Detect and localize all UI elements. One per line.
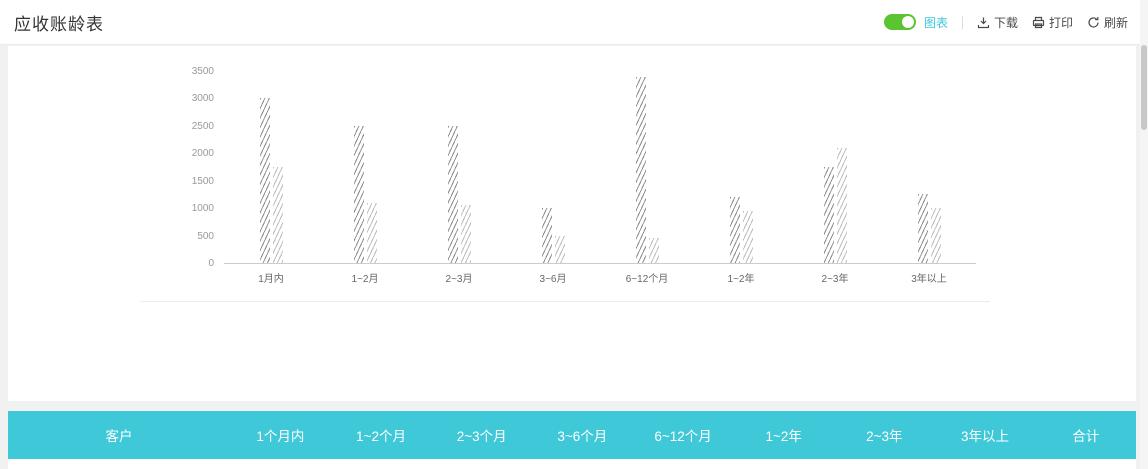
refresh-icon [1087, 16, 1100, 29]
bar-group [882, 72, 976, 263]
y-axis: 0 500 1000 1500 2000 2500 3000 3500 [178, 66, 218, 269]
bar-group [318, 72, 412, 263]
x-tick-label: 1~2年 [727, 274, 755, 285]
bar-group [412, 72, 506, 263]
bar-series-1 [635, 76, 646, 263]
table-header-cell: 1个月内 [256, 429, 305, 444]
bar-series-1 [447, 125, 458, 263]
bar-series-1 [823, 167, 834, 263]
chart-panel: 0 500 1000 1500 2000 2500 3000 3500 1月内 1~2月 2~3月… [8, 46, 1136, 401]
bar-series-2 [460, 205, 471, 263]
plot-area [224, 72, 976, 264]
y-tick-label: 3500 [191, 66, 214, 77]
download-button[interactable]: 下载 [977, 14, 1018, 31]
x-tick-label: 3年以上 [911, 274, 947, 285]
table-header-cell: 1~2年 [765, 429, 802, 444]
header-controls: 图表 下载 打印 [883, 14, 1128, 31]
bar-group [224, 72, 318, 263]
bar-series-1 [353, 125, 364, 263]
bar-group [788, 72, 882, 263]
bar-group [694, 72, 788, 263]
x-tick-label: 1~2月 [351, 274, 379, 285]
scrollbar[interactable] [1140, 0, 1148, 469]
bar-group [600, 72, 694, 263]
table-header-cell: 2~3个月 [456, 429, 507, 444]
print-label: 打印 [1048, 15, 1073, 30]
header: 应收账龄表 图表 下载 [0, 0, 1148, 45]
y-tick-label: 500 [197, 230, 214, 242]
y-tick-label: 1500 [191, 175, 214, 187]
page-title: 应收账龄表 [14, 14, 104, 34]
bar-series-2 [366, 202, 377, 263]
table-header-cell: 3年以上 [961, 429, 1010, 444]
x-tick-label: 3~6月 [539, 274, 567, 285]
refresh-label: 刷新 [1103, 15, 1128, 30]
bar-group [506, 72, 600, 263]
table-header-cell: 6~12个月 [654, 429, 712, 444]
bar-series-1 [729, 197, 740, 263]
x-tick-label: 6~12个月 [625, 274, 669, 285]
bar-series-2 [836, 147, 847, 263]
chart-toggle-knob [901, 16, 914, 28]
chart-toggle[interactable] [883, 14, 916, 30]
bar-series-1 [259, 98, 270, 263]
table-header-cell: 2~3年 [866, 429, 903, 444]
divider [961, 15, 963, 29]
table-header-cell: 1~2个月 [356, 429, 406, 444]
bar-series-1 [917, 194, 928, 263]
bar-series-2 [742, 210, 753, 263]
table-header-cell: 客户 [105, 429, 133, 444]
table-row [8, 459, 1136, 469]
table-header-cell: 3~6个月 [557, 429, 608, 444]
y-tick-label: 2500 [191, 120, 214, 132]
bar-series-1 [541, 208, 552, 263]
x-tick-label: 2~3月 [445, 274, 473, 285]
download-label: 下载 [993, 15, 1018, 30]
download-icon [977, 16, 990, 29]
bar-series-2 [272, 167, 283, 263]
bar-series-2 [648, 238, 659, 263]
table-header-cell: 合计 [1072, 429, 1100, 444]
table-header: 客户 1个月内 1~2个月 2~3个月 3~6个月 6~12个月 1~2年 2~3年 3年以上 合… [8, 411, 1136, 459]
chart-baseline-decor [140, 301, 990, 302]
x-tick-label: 1月内 [258, 274, 284, 285]
refresh-button[interactable]: 刷新 [1087, 14, 1128, 31]
y-tick-label: 1000 [191, 203, 214, 215]
bar-series-2 [554, 235, 565, 263]
aging-bar-chart[interactable]: 0 500 1000 1500 2000 2500 3000 3500 1月内 1~2月 2~3月… [8, 46, 1136, 401]
y-tick-label: 3000 [191, 93, 214, 105]
bar-series-2 [930, 208, 941, 263]
print-icon [1032, 16, 1045, 29]
y-tick-label: 2000 [191, 148, 214, 160]
y-tick-label: 0 [208, 258, 214, 269]
x-tick-label: 2~3年 [821, 274, 849, 285]
chart-toggle-label: 图表 [923, 15, 948, 30]
scrollbar-thumb[interactable] [1141, 45, 1147, 130]
print-button[interactable]: 打印 [1032, 14, 1073, 31]
x-axis: 1月内 1~2月 2~3月 3~6月 6~12个月 1~2年 2~3年 3年以上 [224, 270, 976, 285]
